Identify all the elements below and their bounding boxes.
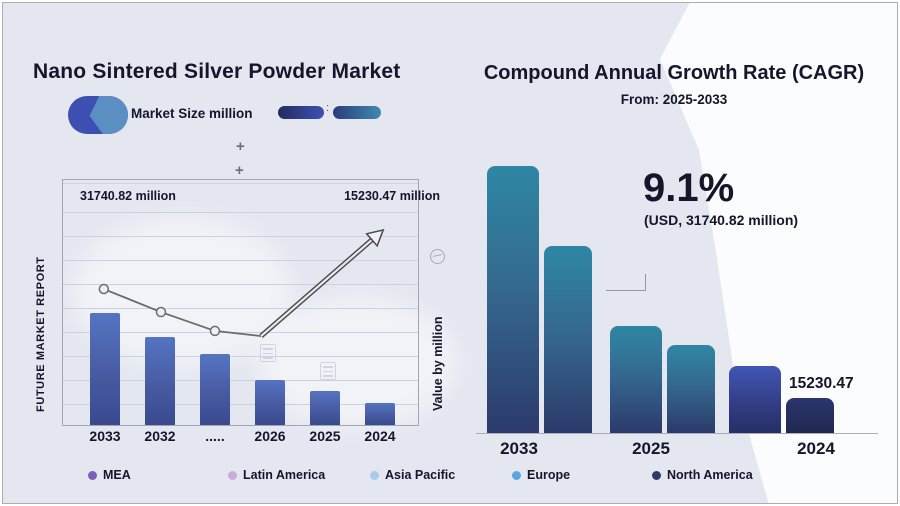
right-chart-axis-label: Value by million bbox=[431, 316, 445, 411]
pill-separator: : bbox=[326, 102, 330, 114]
bar-2024 bbox=[365, 403, 395, 425]
legend-dot-icon bbox=[370, 470, 379, 480]
bar-2033 bbox=[90, 313, 120, 425]
minus-circle-icon bbox=[430, 249, 445, 264]
bar-..... bbox=[200, 354, 230, 425]
x-tick-2025: 2025 bbox=[632, 439, 670, 458]
legend-item-asia-pacific: Asia Pacific bbox=[370, 468, 455, 482]
legend-item-latin-america: Latin America bbox=[228, 468, 325, 482]
x-tick-2033: 2033 bbox=[89, 428, 121, 444]
bar-2024-b bbox=[786, 398, 834, 433]
bar-2033-b bbox=[544, 246, 592, 433]
x-tick-2032: 2032 bbox=[144, 428, 176, 444]
legend-label: Europe bbox=[527, 468, 571, 482]
bar-2033-a bbox=[487, 166, 539, 433]
end-value-label: 15230.47 bbox=[789, 375, 854, 392]
end-value-annotation: 15230.47 million bbox=[344, 189, 440, 203]
legend-dot-icon bbox=[228, 470, 237, 480]
cagr-chart: 2033 2025 2024 bbox=[476, 162, 878, 458]
gradient-pill-icon bbox=[333, 106, 381, 119]
capsule-icon bbox=[68, 96, 128, 134]
trend-marker-icon bbox=[209, 325, 221, 337]
legend-label: Asia Pacific bbox=[385, 468, 456, 482]
cagr-header: Compound Annual Growth Rate (CAGR) From:… bbox=[472, 62, 876, 107]
page-title: Nano Sintered Silver Powder Market bbox=[33, 60, 401, 83]
left-chart-axis-label: FUTURE MARKET REPORT bbox=[35, 256, 47, 412]
legend-dot-icon bbox=[652, 470, 661, 480]
bar-2026 bbox=[255, 380, 285, 425]
bar-2032 bbox=[145, 337, 175, 425]
capsule-face-icon bbox=[89, 96, 128, 134]
legend-item-mea: MEA bbox=[88, 468, 131, 482]
x-tick-2033: 2033 bbox=[500, 439, 538, 458]
legend-dot-icon bbox=[512, 470, 521, 480]
legend-item-europe: Europe bbox=[512, 468, 570, 482]
trend-line-arrow-icon bbox=[98, 228, 385, 338]
legend-label: Latin America bbox=[243, 468, 326, 482]
x-tick-2025: 2025 bbox=[309, 428, 341, 444]
legend-item-north-america: North America bbox=[652, 468, 753, 482]
x-tick-2024: 2024 bbox=[364, 428, 396, 444]
cagr-value: 9.1% bbox=[643, 166, 735, 210]
legend-dot-icon bbox=[88, 470, 97, 480]
market-size-chart: 31740.82 million 15230.47 million 2033 20… bbox=[62, 179, 440, 444]
bar-2025-b bbox=[667, 345, 715, 433]
cagr-title: Compound Annual Growth Rate (CAGR) bbox=[483, 62, 865, 84]
trend-marker-icon bbox=[98, 283, 110, 295]
market-size-label: Market Size million bbox=[131, 106, 253, 121]
trend-marker-icon bbox=[155, 306, 167, 318]
x-tick-2024: 2024 bbox=[797, 439, 835, 458]
bar-2024-a bbox=[729, 366, 781, 433]
x-tick-2026: 2026 bbox=[254, 428, 286, 444]
bar-2025-a bbox=[610, 326, 662, 433]
start-value-annotation: 31740.82 million bbox=[80, 189, 176, 203]
gradient-pill-icon bbox=[278, 106, 324, 119]
plus-icon: + bbox=[236, 138, 245, 155]
cagr-subtitle: From: 2025-2033 bbox=[620, 92, 728, 107]
legend-label: North America bbox=[667, 468, 753, 482]
bar-2025 bbox=[310, 391, 340, 425]
cagr-detail: (USD, 31740.82 million) bbox=[644, 212, 799, 228]
x-tick-.....: ..... bbox=[205, 428, 225, 444]
legend-label: MEA bbox=[103, 468, 131, 482]
step-line-icon bbox=[606, 274, 646, 291]
plus-icon: + bbox=[235, 162, 244, 179]
